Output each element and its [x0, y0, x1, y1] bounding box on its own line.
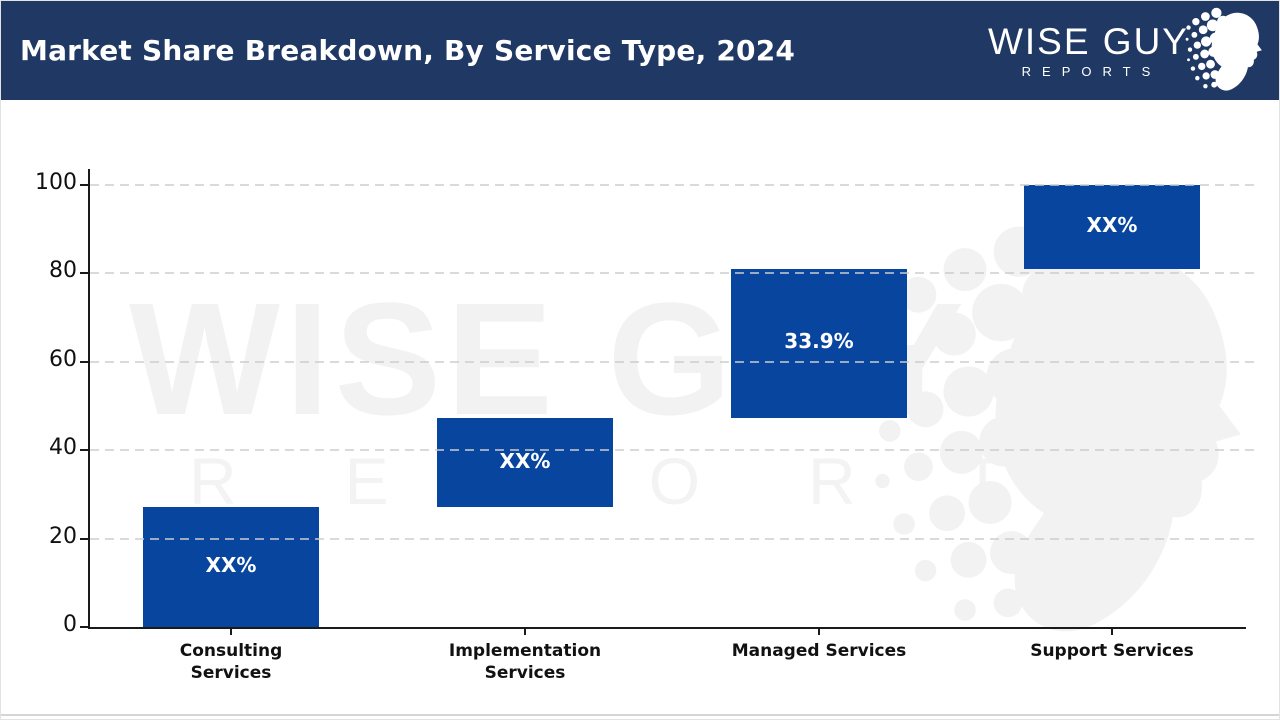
x-axis-tick: [230, 627, 232, 635]
bar-consulting-services: [143, 507, 319, 627]
x-axis-label-implementation-services: Implementation Services: [378, 640, 672, 684]
brand-logo-text: WISE GUY REPORTS: [987, 20, 1189, 79]
page-title: Market Share Breakdown, By Service Type,…: [20, 34, 796, 67]
y-axis-line: [88, 169, 90, 629]
y-axis-tick: [80, 184, 90, 186]
bar-label-implementation-services: XX%: [499, 448, 551, 473]
x-axis-label-support-services: Support Services: [965, 640, 1259, 662]
x-axis-label-line: Services: [190, 663, 272, 683]
y-axis-label: 100: [35, 170, 77, 195]
y-axis-tick: [80, 360, 90, 363]
brand-name: WISE GUY: [987, 20, 1189, 62]
brand-logo: WISE GUY REPORTS: [988, 7, 1267, 95]
brand-subtitle: REPORTS: [1021, 63, 1162, 79]
footer-divider: [1, 714, 1279, 716]
x-axis-tick: [818, 627, 820, 635]
bar-managed-services: [731, 268, 907, 419]
y-axis-tick: [80, 626, 90, 628]
x-axis-label-managed-services: Managed Services: [672, 640, 966, 662]
header: Market Share Breakdown, By Service Type,…: [1, 1, 1279, 100]
bar-implementation-services: [437, 418, 613, 508]
y-axis-tick: [80, 272, 90, 275]
x-axis-tick: [1111, 627, 1113, 635]
x-axis-tick: [524, 627, 526, 635]
wise-guy-face-icon: [1179, 7, 1267, 95]
gridline-100: [90, 184, 1254, 186]
gridline-80: [90, 272, 1254, 275]
y-axis-label: 80: [49, 258, 77, 284]
x-axis-label-line: Support Services: [1030, 641, 1194, 661]
bar-label-managed-services: 33.9%: [784, 329, 854, 354]
x-axis-line: [88, 627, 1246, 629]
x-axis-label-line: Implementation: [448, 641, 602, 661]
x-axis-label-line: Services: [484, 663, 566, 683]
gridline-60: [90, 360, 1254, 363]
bar-label-support-services: XX%: [1086, 212, 1138, 237]
y-axis-tick: [80, 449, 90, 452]
x-axis-label-line: Consulting: [179, 641, 283, 661]
x-axis-label-consulting-services: Consulting Services: [84, 640, 378, 684]
bar-label-consulting-services: XX%: [205, 553, 257, 578]
gridline-20: [90, 537, 1254, 540]
y-axis-label: 40: [49, 435, 77, 461]
x-axis-label-line: Managed Services: [731, 641, 907, 661]
y-axis-label: 20: [49, 523, 77, 549]
gridline-40: [90, 449, 1254, 452]
y-axis-label: 60: [49, 346, 77, 372]
bar-support-services: [1024, 185, 1200, 269]
y-axis-tick: [80, 537, 90, 540]
y-axis-label: 0: [63, 612, 77, 637]
